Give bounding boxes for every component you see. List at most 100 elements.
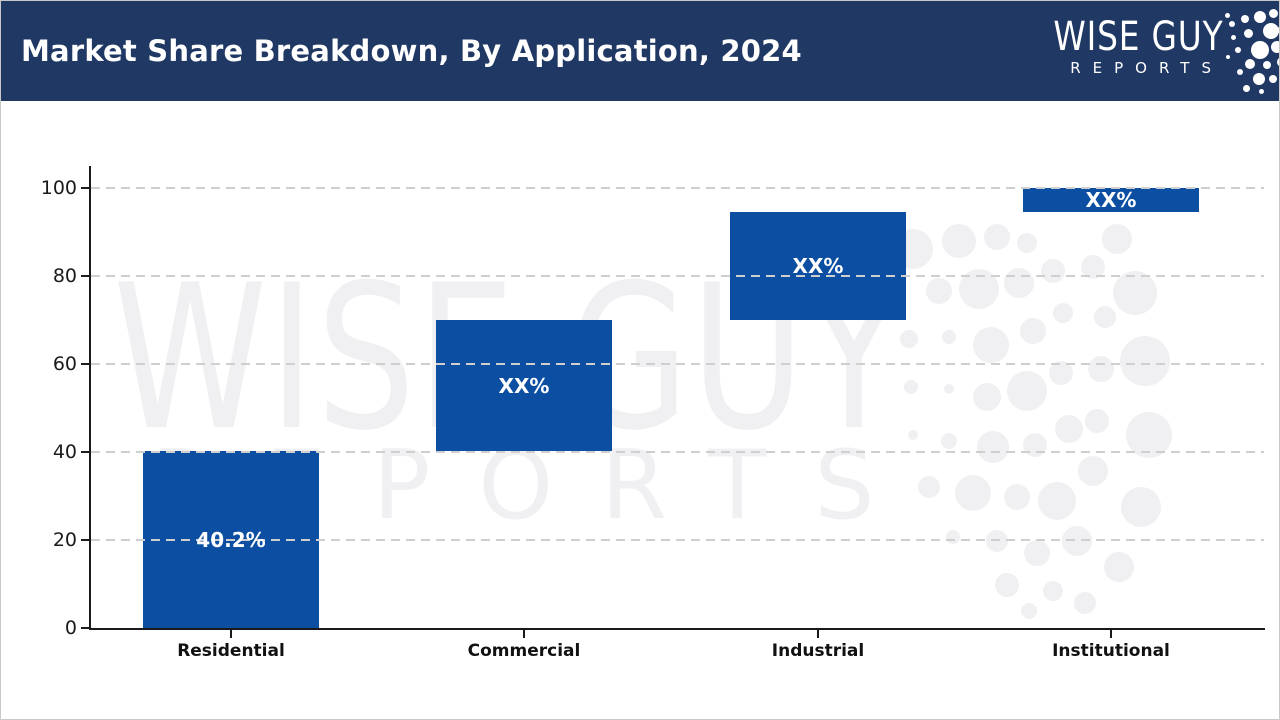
x-tick-mark-residential	[230, 630, 232, 638]
logo-dot-19	[1243, 85, 1250, 92]
page-title: Market Share Breakdown, By Application, …	[21, 34, 802, 68]
watermark-dot-29	[1085, 409, 1109, 433]
y-tick-label-80: 80	[52, 265, 77, 287]
gridline-80	[91, 275, 1264, 277]
watermark-dot-14	[1020, 318, 1046, 344]
logo-dot-17	[1253, 73, 1265, 85]
x-tick-mark-industrial	[817, 630, 819, 638]
watermark-dot-26	[977, 431, 1009, 463]
logo-wordmark: WISE GUY	[1052, 14, 1223, 60]
y-tick-mark-20	[81, 539, 89, 541]
logo-dot-3	[1269, 9, 1278, 18]
logo-subtitle: REPORTS	[1070, 59, 1223, 77]
y-tick-label-20: 20	[52, 529, 77, 551]
y-tick-mark-40	[81, 451, 89, 453]
watermark-dot-39	[1062, 526, 1092, 556]
logo-dot-0	[1225, 13, 1230, 18]
gridline-60	[91, 363, 1264, 365]
logo-dot-13	[1245, 59, 1255, 69]
bar-value-label-commercial: XX%	[498, 373, 550, 398]
watermark-dot-22	[1088, 356, 1114, 382]
logo-dot-6	[1244, 29, 1253, 38]
x-tick-label-commercial: Commercial	[467, 641, 581, 661]
logo-dot-20	[1259, 89, 1264, 94]
y-tick-label-0: 0	[64, 617, 77, 639]
y-tick-mark-100	[81, 187, 89, 189]
watermark-dot-13	[973, 327, 1009, 363]
watermark-dot-40	[1121, 487, 1161, 527]
watermark-dot-23	[1120, 336, 1170, 386]
logo-dot-2	[1254, 11, 1266, 23]
watermark-dot-18	[944, 384, 954, 394]
watermark-dot-25	[941, 433, 957, 449]
logo-dot-11	[1235, 47, 1241, 53]
header-bar: Market Share Breakdown, By Application, …	[1, 1, 1279, 101]
y-tick-label-40: 40	[52, 441, 77, 463]
y-tick-mark-0	[81, 627, 89, 629]
bar-value-label-residential: 40.2%	[196, 527, 266, 552]
watermark-dot-12	[942, 330, 956, 344]
y-tick-label-60: 60	[52, 353, 77, 375]
logo-dot-18	[1269, 75, 1277, 83]
watermark-dot-37	[986, 530, 1008, 552]
watermark-dot-38	[1024, 540, 1050, 566]
bar-value-label-institutional: XX%	[1085, 187, 1137, 212]
watermark-dot-10	[1113, 271, 1157, 315]
watermark-dot-8	[1041, 259, 1065, 283]
watermark-dot-28	[1055, 415, 1083, 443]
bar-industrial	[730, 211, 906, 320]
watermark-dot-2	[984, 224, 1010, 250]
watermark-dot-3	[1017, 233, 1037, 253]
watermark-dot-16	[1094, 306, 1116, 328]
watermark-dot-44	[1074, 592, 1096, 614]
logo-dot-14	[1263, 61, 1271, 69]
logo-dot-7	[1277, 27, 1279, 33]
logo-dot-8	[1231, 35, 1236, 40]
watermark-dot-35	[1078, 456, 1108, 486]
gridline-100	[91, 187, 1264, 189]
logo-dot-5	[1263, 23, 1279, 39]
gridline-40	[91, 451, 1264, 453]
watermark-dot-30	[1126, 412, 1172, 458]
watermark-dot-41	[995, 573, 1019, 597]
x-tick-mark-institutional	[1110, 630, 1112, 638]
gridline-20	[91, 539, 1264, 541]
watermark-dot-21	[1049, 361, 1073, 385]
watermark-dot-45	[1021, 603, 1037, 619]
logo-dot-9	[1251, 41, 1269, 59]
bar-commercial	[436, 320, 612, 452]
watermark-dot-4	[1102, 224, 1132, 254]
x-tick-label-residential: Residential	[177, 641, 285, 661]
logo-dot-10	[1271, 41, 1279, 53]
watermark-dot-15	[1053, 303, 1073, 323]
x-tick-mark-commercial	[523, 630, 525, 638]
bar-value-label-industrial: XX%	[792, 253, 844, 278]
watermark-dot-33	[1004, 484, 1030, 510]
y-tick-mark-80	[81, 275, 89, 277]
watermark-dot-1	[942, 224, 976, 258]
logo-dot-15	[1277, 57, 1279, 67]
x-axis-line	[89, 628, 1265, 630]
watermark-dot-11	[900, 330, 918, 348]
watermark-dot-19	[973, 383, 1001, 411]
watermark-dot-43	[1104, 552, 1134, 582]
watermark-dot-27	[1023, 433, 1047, 457]
watermark-dot-17	[904, 380, 918, 394]
logo-dot-16	[1237, 69, 1243, 75]
watermark-dot-5	[926, 278, 952, 304]
y-tick-label-100: 100	[40, 177, 77, 199]
y-tick-mark-60	[81, 363, 89, 365]
watermark-dot-20	[1007, 371, 1047, 411]
watermark-dot-32	[955, 475, 991, 511]
x-tick-label-institutional: Institutional	[1052, 641, 1170, 661]
logo-dot-12	[1226, 55, 1230, 59]
y-axis-line	[89, 166, 91, 630]
watermark-dot-42	[1043, 581, 1063, 601]
